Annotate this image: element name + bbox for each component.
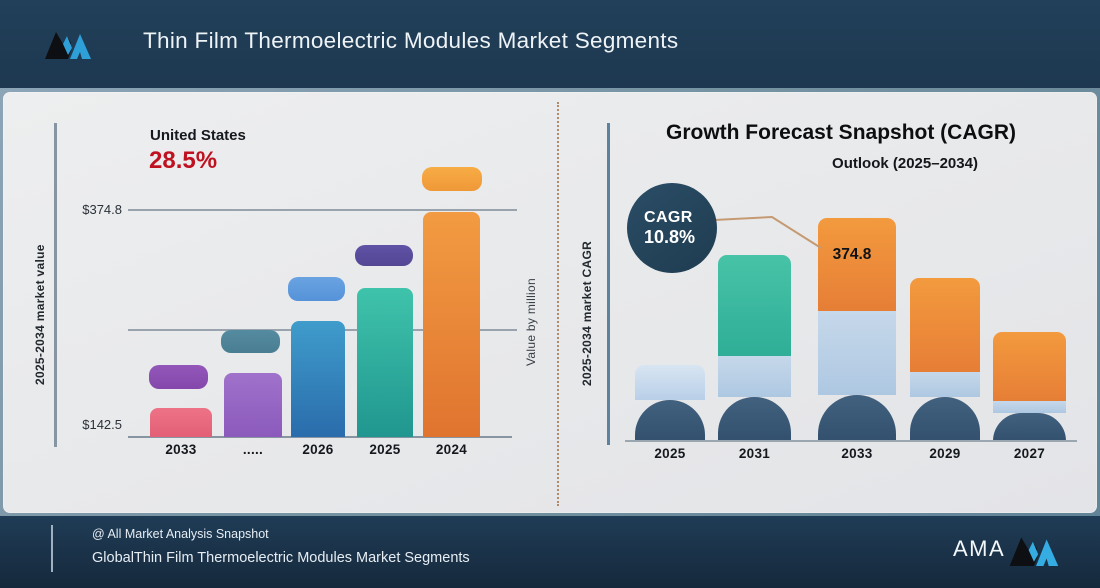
us-bar-cap-2025 xyxy=(355,245,413,266)
cagr-bar-2031-navy xyxy=(718,397,791,441)
ama-logo-icon xyxy=(45,32,91,59)
cagr-bar-2027-lightblue xyxy=(993,401,1066,413)
footer-ama-logo-icon xyxy=(1009,537,1059,566)
cagr-bar-2029-orange xyxy=(910,278,980,373)
us-bar-cap-2026 xyxy=(288,277,345,301)
tick-374-8: $374.8 xyxy=(82,202,122,217)
us-bar-2026 xyxy=(291,321,345,437)
left-x-axis-line xyxy=(128,436,512,438)
cagr-x-label-2031: 2031 xyxy=(738,446,771,461)
footer-brand-text: AMA xyxy=(953,536,1006,561)
cagr-bar-2031-teal xyxy=(718,255,791,357)
cagr-badge: CAGR 10.8% xyxy=(627,183,717,273)
us-bar-..... xyxy=(224,373,282,437)
us-x-label-.....: ..... xyxy=(242,442,264,457)
growth-percent: 28.5% xyxy=(149,147,218,174)
panel-divider xyxy=(557,102,559,506)
cagr-bar-2031-lightblue xyxy=(718,356,791,397)
us-x-label-2033: 2033 xyxy=(165,442,197,457)
footer-report-title: GlobalThin Film Thermoelectric Modules M… xyxy=(92,550,470,566)
cagr-x-label-2033: 2033 xyxy=(841,446,873,461)
footer-divider-line xyxy=(51,525,53,572)
us-bar-cap-2024 xyxy=(422,167,482,191)
footer: @ All Market Analysis Snapshot GlobalThi… xyxy=(0,516,1100,588)
cagr-bar-2033-navy xyxy=(818,395,896,441)
right-y-axis-line xyxy=(607,123,610,445)
cagr-badge-value: 10.8% xyxy=(644,226,696,247)
cagr-bar-2033-lightblue xyxy=(818,311,896,395)
us-bar-cap-..... xyxy=(221,330,280,353)
bar-2033-data-label: 374.8 xyxy=(832,246,872,263)
cagr-bar-2027-orange xyxy=(993,332,1066,402)
cagr-bar-2029-lightblue xyxy=(910,372,980,397)
tick-142-5: $142.5 xyxy=(82,417,122,432)
us-x-label-2024: 2024 xyxy=(435,442,468,457)
gridline-top xyxy=(128,209,517,211)
us-bar-2024 xyxy=(423,212,480,437)
page-title: Thin Film Thermoelectric Modules Market … xyxy=(143,28,679,53)
us-bar-2033 xyxy=(150,408,212,437)
cagr-bar-2027-navy xyxy=(993,413,1066,441)
cagr-x-label-2025: 2025 xyxy=(654,446,686,461)
right-chart-title: Growth Forecast Snapshot (CAGR) xyxy=(665,121,1017,144)
cagr-x-label-2027: 2027 xyxy=(1013,446,1046,461)
cagr-bar-2025-navy xyxy=(635,400,705,441)
right-x-axis-line xyxy=(625,440,1077,442)
footer-snapshot-text: @ All Market Analysis Snapshot xyxy=(92,527,269,541)
region-label: United States xyxy=(150,127,246,144)
right-chart-subtitle: Outlook (2025–2034) xyxy=(832,155,978,172)
cagr-bar-2025-lightblueTop xyxy=(635,365,705,400)
cagr-x-label-2029: 2029 xyxy=(929,446,961,461)
cagr-bar-2033-orange xyxy=(818,218,896,312)
cagr-bar-2029-navy xyxy=(910,397,980,441)
cagr-badge-label: CAGR xyxy=(644,208,693,226)
us-bar-cap-2033 xyxy=(149,365,208,389)
us-bar-2025 xyxy=(357,288,413,437)
left-y-axis-line xyxy=(54,123,57,447)
header: Thin Film Thermoelectric Modules Market … xyxy=(0,0,1100,88)
us-x-label-2026: 2026 xyxy=(302,442,334,457)
us-x-label-2025: 2025 xyxy=(369,442,401,457)
